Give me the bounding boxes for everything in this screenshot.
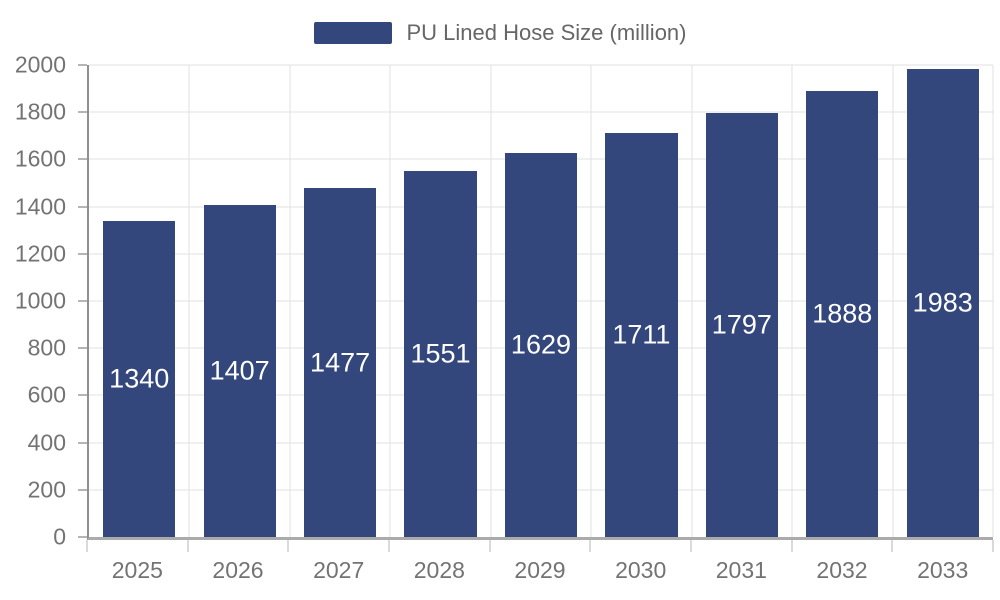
x-axis-tick-label: 2031 [715, 557, 767, 583]
bar-slot-2027: 1477 [290, 65, 390, 537]
vertical-gridline [791, 65, 793, 537]
y-axis-tick-label: 400 [27, 429, 66, 456]
x-axis-tick [589, 540, 591, 552]
bar-2028[interactable]: 1551 [404, 170, 477, 537]
y-axis-tick-label: 1800 [14, 98, 66, 125]
x-axis-tick [86, 540, 88, 552]
x-axis-tick-label: 2025 [111, 557, 163, 583]
bar-slot-2033: 1983 [893, 65, 993, 537]
x-axis-tick [791, 540, 793, 552]
x-axis-tick-label: 2028 [413, 557, 465, 583]
y-axis-tick-label: 1000 [14, 287, 66, 314]
y-axis-tick-label: 1200 [14, 240, 66, 267]
y-axis-tick [78, 347, 87, 350]
y-axis-tick-label: 2000 [14, 51, 66, 78]
y-axis-tick [78, 488, 87, 491]
x-axis-tick-label: 2027 [313, 557, 365, 583]
bar-2026[interactable]: 1407 [203, 204, 276, 537]
y-axis-tick [78, 536, 87, 538]
x-axis-tick-label: 2026 [212, 557, 264, 583]
plot-area: 1340 1407 1477 1551 1629 1711 1797 1888 1983 [87, 64, 994, 540]
x-axis-tick [992, 540, 994, 552]
legend-item[interactable]: PU Lined Hose Size (million) [0, 20, 1000, 46]
x-axis-tick [891, 540, 893, 552]
y-axis-tick [78, 111, 87, 114]
bar-value-label: 1340 [109, 363, 170, 394]
vertical-gridline [188, 65, 190, 537]
y-axis-tick-label: 1400 [14, 193, 66, 220]
x-axis-tick-label: 2032 [816, 557, 868, 583]
horizontal-gridline [89, 64, 993, 66]
bar-value-label: 1797 [711, 309, 772, 340]
x-axis-tick [388, 540, 390, 552]
bar-2030[interactable]: 1711 [605, 133, 678, 537]
x-axis-tick-label: 2030 [615, 557, 667, 583]
y-axis-tick [78, 205, 87, 208]
x-axis: 2025 2026 2027 2028 2029 2030 2031 2032 2033 [86, 540, 994, 595]
bar-2031[interactable]: 1797 [705, 112, 778, 537]
y-axis-tick-label: 0 [53, 523, 66, 550]
bar-value-label: 1407 [209, 355, 270, 386]
bar-slot-2030: 1711 [591, 65, 691, 537]
legend-label: PU Lined Hose Size (million) [406, 20, 687, 45]
bars: 1340 1407 1477 1551 1629 1711 1797 1888 1983 [89, 65, 993, 537]
y-axis-tick-label: 800 [27, 334, 66, 361]
bar-slot-2025: 1340 [89, 65, 189, 537]
bar-slot-2028: 1551 [390, 65, 490, 537]
x-axis-tick [489, 540, 491, 552]
x-axis-tick [690, 540, 692, 552]
vertical-gridline [490, 65, 492, 537]
vertical-gridline [691, 65, 693, 537]
y-axis-tick [78, 441, 87, 444]
bar-2029[interactable]: 1629 [504, 152, 578, 537]
bar-value-label: 1711 [612, 319, 671, 350]
bar-value-label: 1551 [410, 338, 471, 369]
bar-value-label: 1983 [912, 287, 973, 318]
x-axis-tick [187, 540, 189, 552]
x-axis-tick [287, 540, 289, 552]
y-axis-tick-label: 1600 [14, 145, 66, 172]
bar-value-label: 1888 [812, 298, 873, 329]
x-axis-tick-label: 2033 [917, 557, 969, 583]
y-axis: 0 200 400 600 800 1000 1200 1400 1600 1800 2000 [0, 53, 87, 548]
y-axis-tick [78, 64, 87, 66]
y-axis-tick [78, 252, 87, 255]
bar-slot-2029: 1629 [491, 65, 591, 537]
bar-value-label: 1629 [510, 329, 571, 360]
x-axis-tick-label: 2029 [514, 557, 566, 583]
bar-2033[interactable]: 1983 [906, 69, 979, 537]
y-axis-tick [78, 394, 87, 397]
bar-slot-2031: 1797 [692, 65, 792, 537]
bar-2025[interactable]: 1340 [103, 220, 176, 537]
vertical-gridline [992, 65, 994, 537]
vertical-gridline [892, 65, 894, 537]
vertical-gridline [389, 65, 391, 537]
y-axis-tick [78, 300, 87, 302]
bar-2027[interactable]: 1477 [303, 188, 377, 537]
vertical-gridline [289, 65, 291, 537]
bar-value-label: 1477 [310, 347, 371, 378]
bar-slot-2032: 1888 [792, 65, 892, 537]
bar-slot-2026: 1407 [189, 65, 289, 537]
legend-swatch [313, 22, 392, 44]
bar-2032[interactable]: 1888 [806, 91, 879, 537]
y-axis-tick [78, 158, 87, 161]
y-axis-tick-label: 200 [27, 476, 66, 503]
y-axis-tick-label: 600 [27, 381, 66, 408]
horizontal-gridline [89, 111, 993, 113]
vertical-gridline [590, 65, 592, 537]
